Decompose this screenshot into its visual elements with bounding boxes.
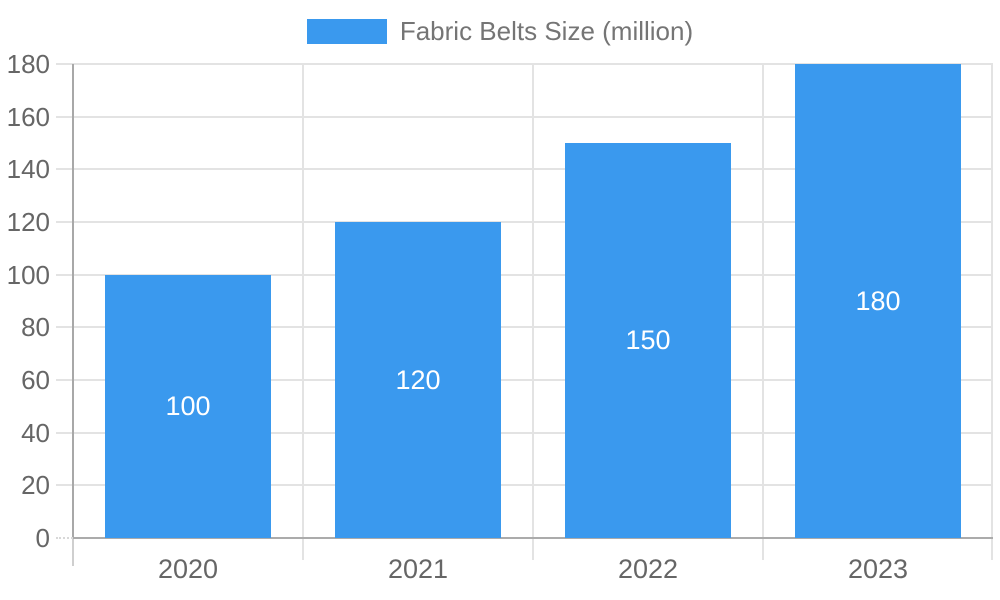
gridline-y-40 [56,431,993,434]
zero-tick [56,537,73,539]
y-tick-label-100: 100 [6,259,50,290]
x-axis-line [73,537,993,539]
y-axis-extension [72,538,74,566]
x-tick-label-2022: 2022 [617,554,679,584]
y-tick-label-120: 120 [6,207,50,237]
bar-2020[interactable]: 100 [105,274,271,538]
gridline-y-80 [56,326,993,329]
y-axis-line [72,64,74,538]
gridline-y-20 [56,484,993,487]
y-axis-labels: 0 20 40 60 80 100 120 140 160 180 [0,51,50,551]
bar-2023[interactable]: 180 [795,64,961,538]
x-axis-labels: 2020 2021 2022 2023 [73,552,993,588]
plot-area: 100 120 150 180 [56,63,993,566]
y-tick-label-40: 40 [21,417,50,448]
legend-label: Fabric Belts Size (million) [399,16,694,46]
bar-value-label: 100 [165,390,211,421]
y-tick-label-0: 0 [35,523,50,553]
y-tick-label-20: 20 [21,470,50,501]
x-tick-label-2021: 2021 [387,554,449,584]
gridline-x-2 [532,64,534,560]
bar-value-label: 150 [625,325,671,355]
legend[interactable]: Fabric Belts Size (million) [0,14,1000,48]
x-tick-label-2020: 2020 [157,554,219,584]
gridline-x-1 [302,64,304,560]
gridline-y-140 [56,168,993,171]
y-tick-label-160: 160 [6,101,50,132]
gridline-x-3 [762,64,764,560]
gridline-y-100 [56,273,993,276]
bar-value-label: 120 [395,364,441,395]
x-tick-label-2023: 2023 [847,554,909,584]
gridline-y-60 [56,379,993,381]
gridline-y-120 [56,221,993,223]
y-tick-label-80: 80 [21,312,50,343]
y-tick-label-180: 180 [6,49,50,79]
gridline-y-160 [56,115,993,118]
bar-value-label: 180 [855,285,901,316]
legend-swatch-icon [306,18,387,44]
plot-right-border [991,64,993,560]
bar-2021[interactable]: 120 [335,222,501,538]
y-tick-label-140: 140 [6,154,50,185]
gridline-y-180 [56,63,993,65]
y-tick-label-60: 60 [21,365,50,395]
bar-2022[interactable]: 150 [565,143,731,538]
